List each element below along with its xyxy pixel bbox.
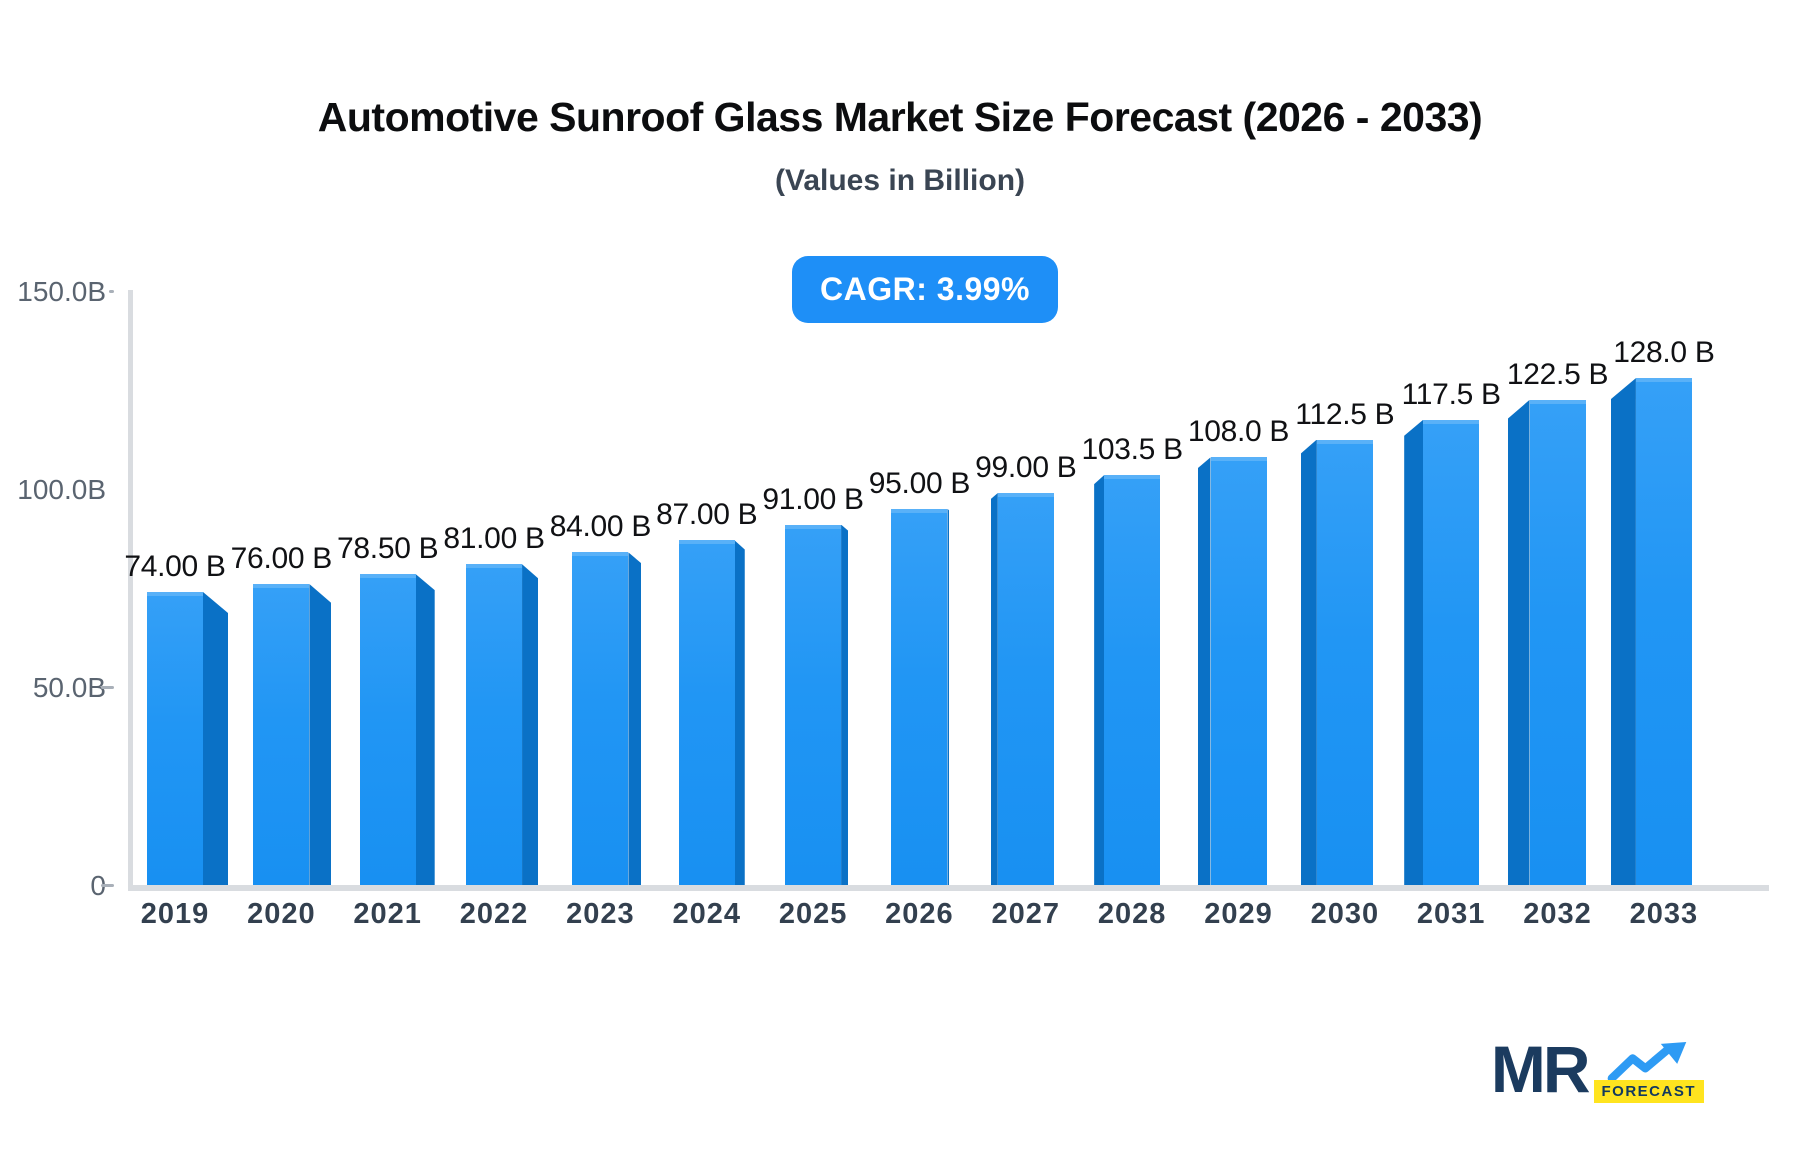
x-tick-label: 2027	[991, 898, 1061, 930]
bar-side-face	[415, 574, 435, 885]
y-tick-mark	[109, 290, 114, 293]
bar-front-face	[147, 591, 203, 885]
bar-value-label: 87.00 B	[656, 498, 758, 532]
bar-front-face	[1316, 439, 1373, 885]
y-tick-mark	[101, 884, 114, 887]
y-tick-label: 100.0B	[17, 474, 106, 505]
x-tick-label: 2025	[778, 898, 848, 930]
bar-side-face	[1404, 419, 1424, 885]
y-tick-label: 50.0B	[32, 672, 106, 703]
x-tick-label: 2032	[1523, 898, 1592, 930]
bar-side-face	[309, 584, 332, 885]
chart-title: Automotive Sunroof Glass Market Size For…	[317, 94, 1483, 140]
bar-side-face	[1094, 475, 1105, 885]
bar-value-label: 74.00 B	[124, 549, 226, 583]
bar-side-face	[1507, 399, 1530, 885]
y-tick-label: 0	[90, 870, 106, 901]
bar-value-label: 99.00 B	[975, 450, 1077, 484]
bar-front-face	[1210, 457, 1267, 885]
bar-front-face	[359, 574, 416, 885]
bar-side-face	[628, 552, 642, 885]
bar-front-face	[572, 552, 629, 885]
x-tick-label: 2022	[459, 898, 529, 930]
bar-value-label: 78.50 B	[337, 532, 439, 566]
bar-side-face	[1197, 457, 1211, 885]
bar-side-face	[1610, 378, 1636, 885]
bar-value-label: 95.00 B	[868, 466, 971, 500]
logo-mr-text: MR	[1490, 1032, 1591, 1106]
bar-value-label: 84.00 B	[549, 510, 652, 544]
bar-value-label: 103.5 B	[1081, 433, 1183, 467]
bar-front-face	[466, 564, 523, 885]
x-tick-label: 2020	[247, 898, 316, 930]
bar-front-face	[785, 524, 842, 885]
trend-arrow-icon	[1607, 1042, 1687, 1082]
y-tick-label: 150.0B	[17, 276, 106, 307]
x-tick-label: 2024	[672, 898, 741, 930]
bar-value-label: 128.0 B	[1613, 336, 1715, 370]
x-tick-label: 2021	[353, 898, 422, 930]
x-tick-label: 2026	[885, 898, 954, 930]
y-axis-line	[128, 290, 133, 890]
bar-value-label: 117.5 B	[1401, 377, 1501, 411]
bar-side-face	[734, 540, 745, 885]
bar-value-label: 108.0 B	[1187, 415, 1290, 449]
bar-side-face	[990, 492, 998, 885]
chart-subtitle: (Values in Billion)	[774, 164, 1026, 197]
bar-value-label: 91.00 B	[762, 482, 864, 516]
x-tick-label: 2028	[1097, 898, 1167, 930]
bar-front-face	[678, 540, 735, 885]
bar-front-face	[1635, 378, 1692, 885]
cagr-badge: CAGR: 3.99%	[792, 256, 1058, 323]
bar-side-face	[841, 524, 849, 885]
bar-front-face	[253, 584, 310, 885]
x-tick-label: 2031	[1416, 898, 1486, 930]
y-tick-mark	[101, 686, 114, 689]
x-axis-line	[128, 885, 1769, 891]
logo-forecast-text: FORECAST	[1593, 1080, 1704, 1103]
bar-front-face	[997, 492, 1054, 885]
bar-front-face	[891, 508, 948, 885]
x-tick-label: 2019	[140, 898, 210, 930]
x-tick-label: 2030	[1310, 898, 1380, 930]
bar-side-face	[1300, 439, 1317, 885]
x-tick-label: 2029	[1204, 898, 1273, 930]
mr-forecast-logo: MR FORECAST	[1490, 1032, 1704, 1106]
bar-value-label: 81.00 B	[443, 522, 545, 556]
bar-side-face	[203, 591, 228, 885]
bar-value-label: 122.5 B	[1506, 357, 1609, 391]
bar-front-face	[1529, 399, 1586, 885]
bar-value-label: 76.00 B	[230, 542, 333, 576]
x-tick-label: 2023	[566, 898, 635, 930]
bar-side-face	[947, 508, 950, 885]
bar-value-label: 112.5 B	[1295, 397, 1395, 431]
bar-side-face	[522, 564, 539, 885]
x-tick-label: 2033	[1629, 898, 1699, 930]
bar-front-face	[1104, 475, 1161, 885]
bar-front-face	[1423, 419, 1480, 885]
